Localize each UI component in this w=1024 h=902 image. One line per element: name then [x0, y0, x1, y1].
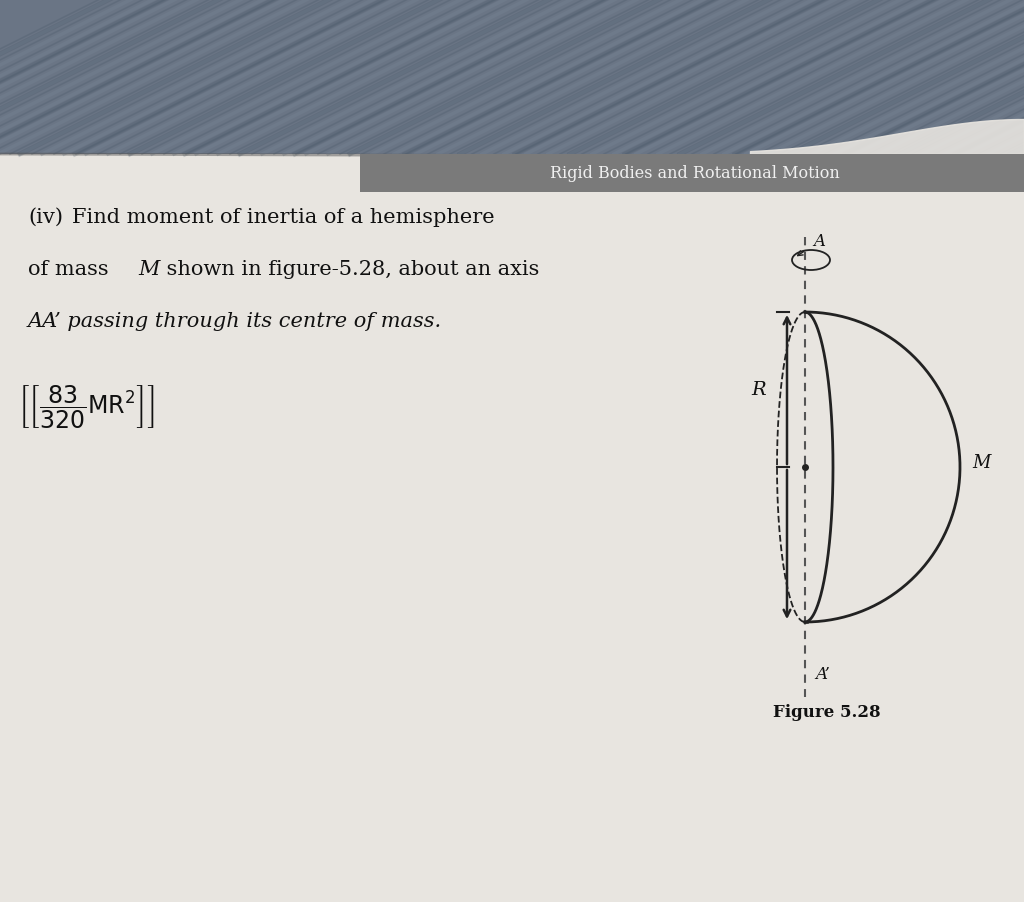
Text: Find moment of inertia of a hemisphere: Find moment of inertia of a hemisphere: [72, 207, 495, 226]
Text: AA’ passing through its centre of mass.: AA’ passing through its centre of mass.: [28, 312, 442, 331]
Text: (iv): (iv): [28, 207, 63, 226]
Bar: [360, 155, 1024, 193]
Text: M: M: [972, 454, 990, 472]
Text: A: A: [813, 232, 825, 249]
Text: M: M: [138, 260, 160, 279]
Text: $\left[\left[\dfrac{83}{320}\mathrm{MR}^2\right]\right]$: $\left[\left[\dfrac{83}{320}\mathrm{MR}^…: [18, 383, 155, 431]
Text: of mass: of mass: [28, 260, 116, 279]
Text: A’: A’: [816, 666, 830, 683]
Text: Rigid Bodies and Rotational Motion: Rigid Bodies and Rotational Motion: [550, 165, 840, 182]
Text: R: R: [752, 381, 766, 399]
Text: Figure 5.28: Figure 5.28: [773, 704, 881, 721]
Text: shown in figure-5.28, about an axis: shown in figure-5.28, about an axis: [160, 260, 540, 279]
Bar: [0, 0, 1024, 155]
